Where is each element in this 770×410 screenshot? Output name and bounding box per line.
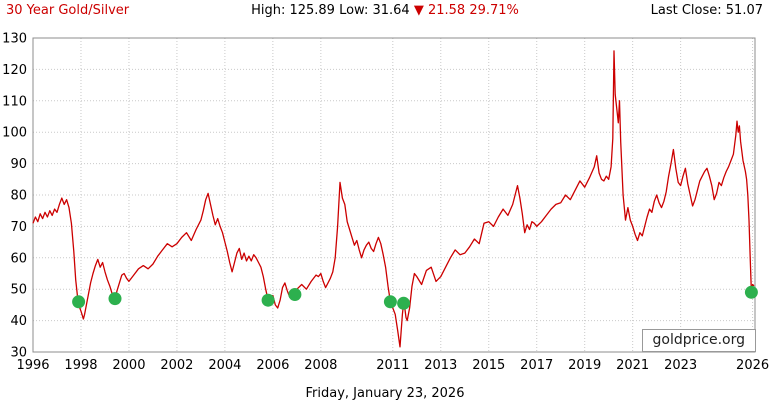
y-axis-label: 70 xyxy=(10,220,27,235)
date-label: Friday, January 23, 2026 xyxy=(305,386,465,401)
x-axis-label: 2006 xyxy=(256,358,289,373)
x-axis-label: 2026 xyxy=(736,358,769,373)
change-text: ▼ 21.58 29.71% xyxy=(413,3,519,18)
low-marker xyxy=(288,288,302,301)
y-axis-label: 60 xyxy=(10,251,27,266)
low-marker xyxy=(72,295,86,309)
high-low-text: High: 125.89 Low: 31.64 xyxy=(251,3,414,18)
last-close-label: Last Close: 51.07 xyxy=(650,3,763,18)
low-marker xyxy=(397,296,411,310)
y-axis-label: 40 xyxy=(10,314,27,329)
y-axis-label: 100 xyxy=(2,126,27,141)
x-axis-label: 1998 xyxy=(64,358,97,373)
goldprice-watermark[interactable]: goldprice.org xyxy=(641,329,756,352)
y-axis-label: 90 xyxy=(10,157,27,172)
y-axis-label: 80 xyxy=(10,189,27,204)
chart-title: 30 Year Gold/Silver xyxy=(6,3,130,18)
x-axis-label: 2021 xyxy=(616,358,649,373)
x-axis-label: 1996 xyxy=(16,358,49,373)
ratio-price-line xyxy=(32,50,755,348)
chart-header: 30 Year Gold/Silver High: 125.89 Low: 31… xyxy=(0,3,770,21)
x-axis-label: 2000 xyxy=(112,358,145,373)
x-axis-label: 2017 xyxy=(520,358,553,373)
high-low-stats: High: 125.89 Low: 31.64 ▼ 21.58 29.71% xyxy=(0,3,770,18)
x-axis-label: 2008 xyxy=(304,358,337,373)
low-marker xyxy=(108,292,122,306)
x-axis-label: 2019 xyxy=(568,358,601,373)
y-axis-label: 50 xyxy=(10,283,27,298)
x-axis-label: 2015 xyxy=(472,358,505,373)
x-axis-label: 2013 xyxy=(424,358,457,373)
ratio-line-chart: 30 40 50 60 70 80 90 100 110 120 130 1996 1998 2000 20… xyxy=(2,32,769,374)
x-axis-label: 2004 xyxy=(208,358,241,373)
y-axis-label: 130 xyxy=(2,32,27,47)
x-axis-label: 2023 xyxy=(664,358,697,373)
y-axis-label: 110 xyxy=(2,94,27,109)
x-axis-label: 2002 xyxy=(160,358,193,373)
x-axis-label: 2011 xyxy=(376,358,409,373)
low-marker xyxy=(261,293,275,307)
plot-border xyxy=(32,37,756,353)
low-marker xyxy=(744,285,758,299)
y-axis-label: 30 xyxy=(10,346,27,361)
y-axis-label: 120 xyxy=(2,63,27,78)
low-marker xyxy=(383,295,397,309)
